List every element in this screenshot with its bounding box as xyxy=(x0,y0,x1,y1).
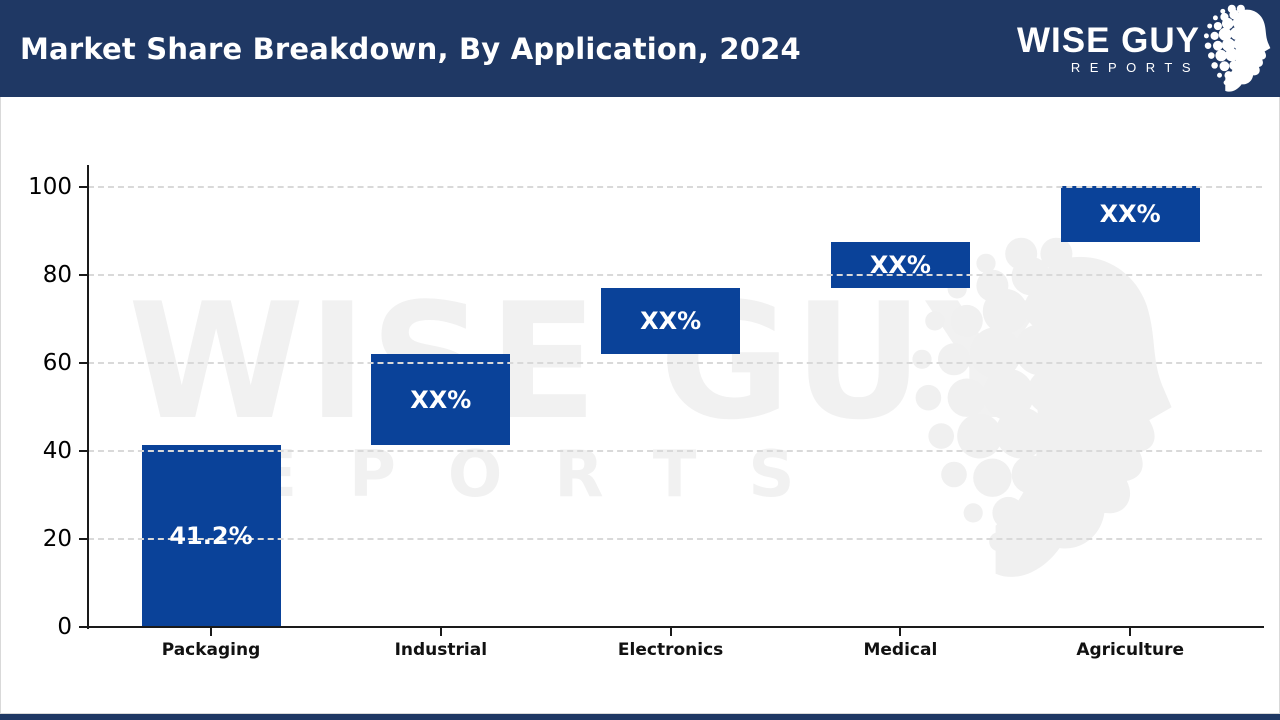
bar-industrial xyxy=(371,354,511,446)
bar-value-label: XX% xyxy=(1099,199,1161,228)
brand-text: WISE GUY REPORTS xyxy=(1016,20,1200,75)
y-tick xyxy=(79,625,88,628)
gridline xyxy=(88,361,1262,364)
footer-bar xyxy=(0,713,1280,720)
bar-value-label: 41.2% xyxy=(169,521,253,550)
y-axis-spine xyxy=(87,165,89,629)
x-tick-label: Electronics xyxy=(617,640,724,660)
x-tick-label: Medical xyxy=(863,640,938,660)
left-border xyxy=(0,97,1,713)
gridline xyxy=(88,273,1262,276)
x-tick xyxy=(899,628,902,636)
bar-packaging xyxy=(141,445,281,627)
x-tick-label: Packaging xyxy=(161,640,261,660)
bar-agriculture xyxy=(1060,186,1200,242)
y-tick-label: 80 xyxy=(42,261,72,288)
header-bar: Market Share Breakdown, By Application, … xyxy=(0,0,1280,97)
gridline xyxy=(88,449,1262,452)
page-title: Market Share Breakdown, By Application, … xyxy=(20,31,801,66)
y-tick-label: 60 xyxy=(42,349,72,376)
y-tick xyxy=(79,186,88,189)
y-tick-label: 100 xyxy=(28,174,72,201)
x-tick-label: Agriculture xyxy=(1076,640,1185,660)
brand-name: WISE GUY xyxy=(1016,20,1200,60)
x-tick xyxy=(669,628,672,636)
gridline xyxy=(88,537,1262,540)
brand-subtitle: REPORTS xyxy=(1070,59,1200,75)
x-tick-label: Industrial xyxy=(394,640,488,660)
bar-value-label: XX% xyxy=(869,250,931,279)
bar-value-label: XX% xyxy=(410,385,472,414)
y-tick xyxy=(79,449,88,452)
gridline xyxy=(88,186,1262,189)
y-tick-label: 40 xyxy=(42,437,72,464)
y-tick-label: 0 xyxy=(57,613,72,640)
bar-electronics xyxy=(601,287,741,355)
y-tick-label: 20 xyxy=(42,525,72,552)
x-tick xyxy=(1129,628,1132,636)
y-tick xyxy=(79,273,88,276)
brand-logo: WISE GUY REPORTS xyxy=(1017,0,1272,97)
bar-value-label: XX% xyxy=(640,306,702,335)
x-tick xyxy=(210,628,212,636)
y-tick xyxy=(79,361,88,364)
y-tick xyxy=(79,537,88,540)
bar-medical xyxy=(830,242,970,288)
x-axis-spine xyxy=(87,626,1264,628)
x-tick xyxy=(439,628,442,636)
